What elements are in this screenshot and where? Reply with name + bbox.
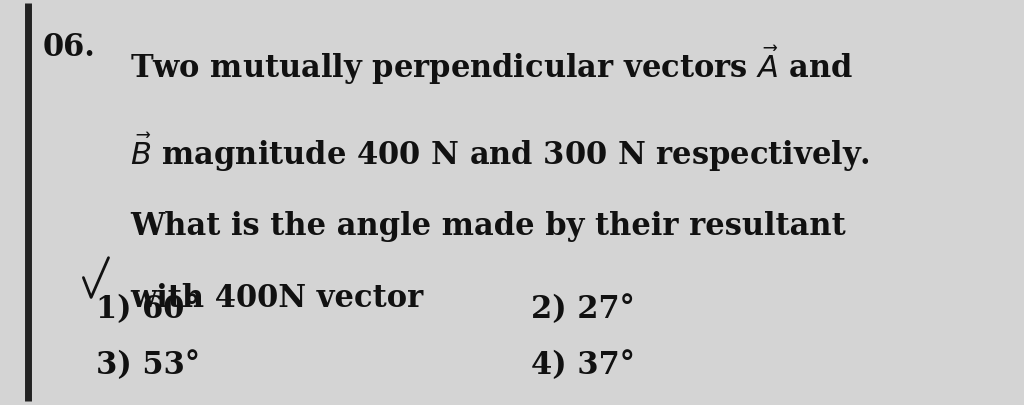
Text: with 400N vector: with 400N vector (130, 282, 423, 313)
Text: 4) 37°: 4) 37° (530, 349, 635, 380)
Text: $\vec{B}$ magnitude 400 N and 300 N respectively.: $\vec{B}$ magnitude 400 N and 300 N resp… (130, 131, 869, 174)
Text: 1) 60°: 1) 60° (96, 294, 200, 325)
Text: 06.: 06. (43, 32, 95, 63)
Text: Two mutually perpendicular vectors $\vec{A}$ and: Two mutually perpendicular vectors $\vec… (130, 44, 853, 87)
Text: 2) 27°: 2) 27° (530, 294, 635, 325)
Text: 3) 53°: 3) 53° (96, 349, 200, 380)
Text: What is the angle made by their resultant: What is the angle made by their resultan… (130, 211, 846, 241)
